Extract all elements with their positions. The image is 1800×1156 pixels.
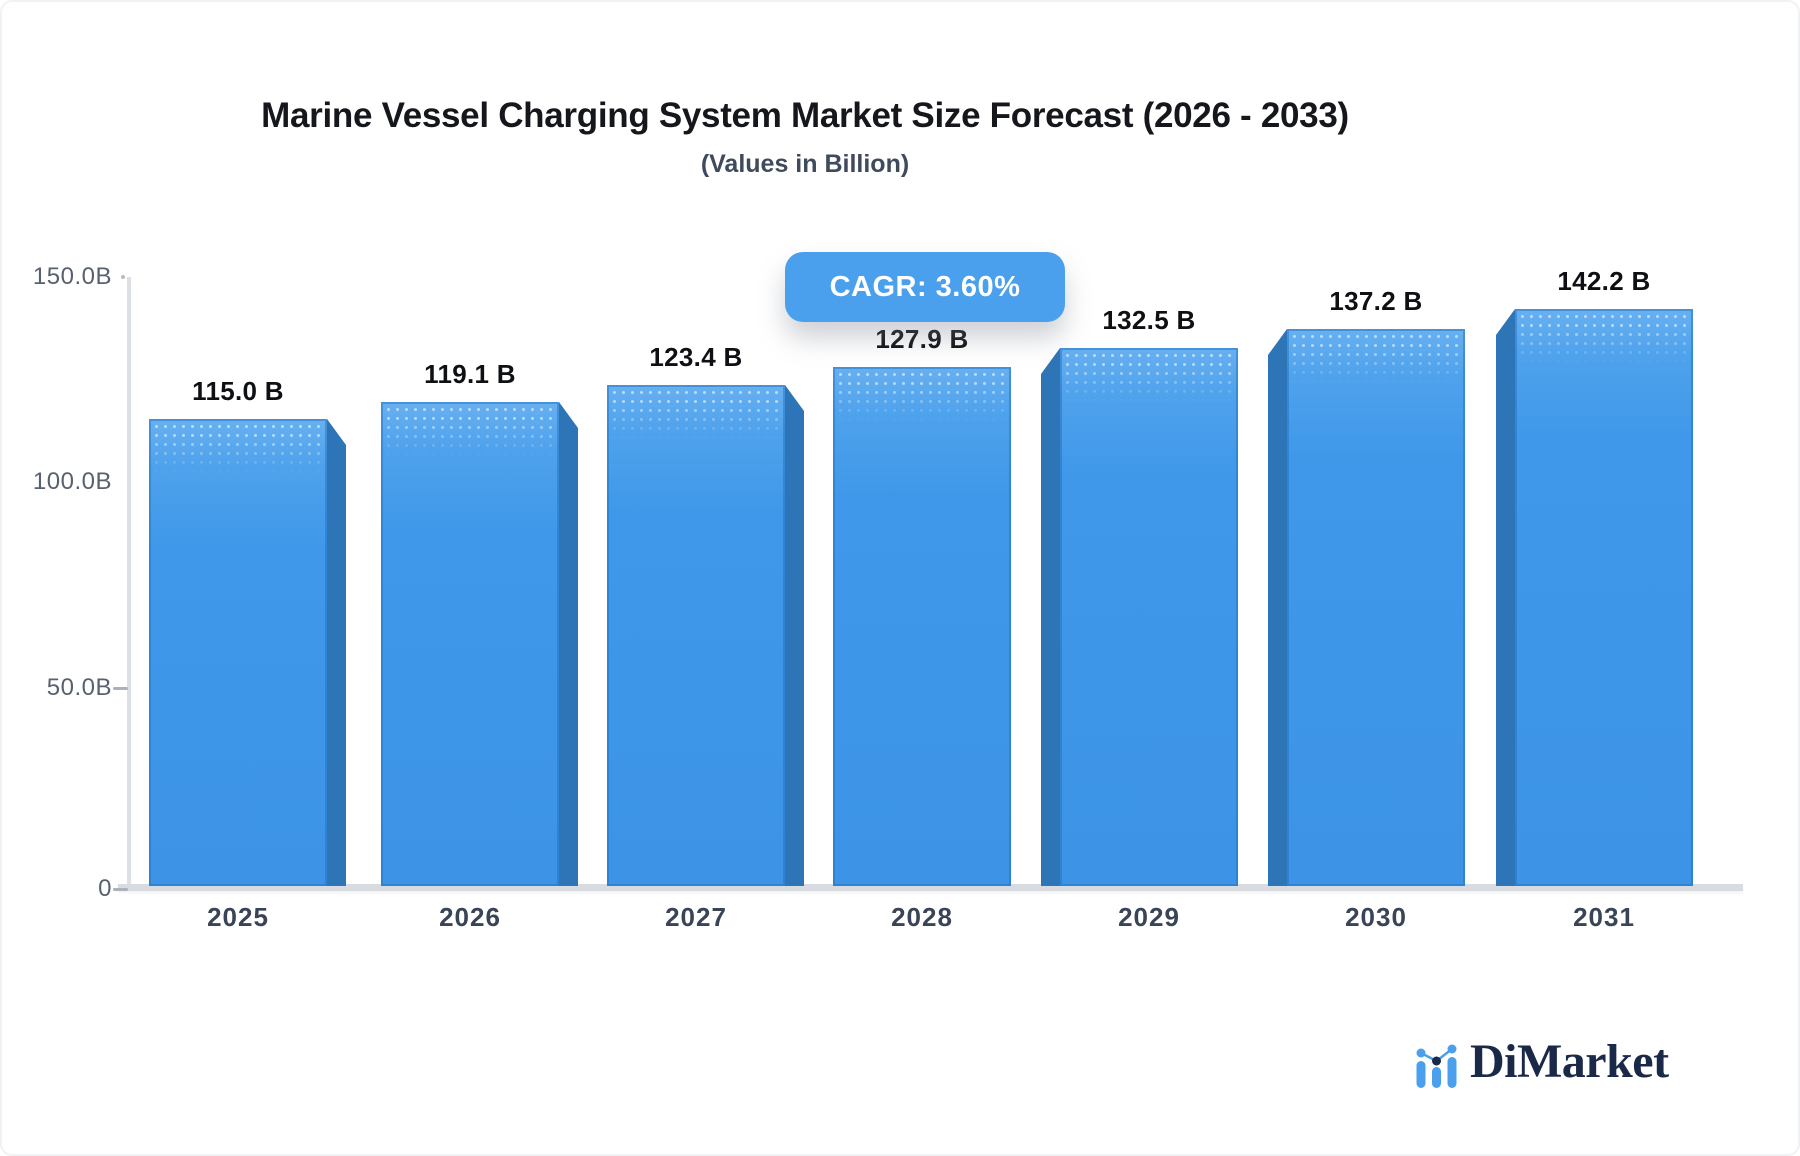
bar-value-label: 127.9 B <box>875 324 969 354</box>
bar-side <box>1268 329 1287 886</box>
bar-2028 <box>833 367 1011 886</box>
bar-value-label: 137.2 B <box>1329 286 1423 316</box>
x-axis-label: 2029 <box>1118 902 1180 932</box>
y-axis-label: 100.0B <box>32 468 112 495</box>
bar-texture <box>610 388 782 440</box>
bar-side <box>785 385 804 886</box>
tick-mark <box>113 888 128 891</box>
tick-mark <box>121 275 125 279</box>
x-axis-label: 2026 <box>439 902 501 932</box>
x-axis-label: 2025 <box>207 902 269 932</box>
bar-2027 <box>607 385 785 886</box>
bar-chart-trend-icon <box>1416 1044 1457 1088</box>
bar-2029 <box>1060 348 1238 886</box>
cagr-badge: CAGR: 3.60% <box>785 252 1065 322</box>
bar-2031 <box>1515 309 1693 886</box>
y-axis-label: 50.0B <box>46 674 112 701</box>
bar-texture <box>384 405 556 457</box>
x-axis-label: 2030 <box>1345 902 1407 932</box>
x-axis-line <box>118 884 1743 891</box>
chart-subtitle: (Values in Billion) <box>700 150 910 178</box>
bar-value-label: 142.2 B <box>1557 266 1651 296</box>
tick-mark <box>113 687 128 690</box>
bar-2026 <box>381 402 559 886</box>
bar-side <box>1041 348 1060 886</box>
bar-2030 <box>1287 329 1465 886</box>
bar-texture <box>1290 332 1462 384</box>
bar-value-label: 132.5 B <box>1102 305 1196 335</box>
bar-2025 <box>149 419 327 886</box>
cagr-badge-label: CAGR: 3.60% <box>829 270 1021 303</box>
bar-value-label: 115.0 B <box>192 376 284 406</box>
bar-value-label: 119.1 B <box>424 359 516 389</box>
bar-texture <box>1063 351 1235 403</box>
dimarket-logo-text: DiMarket <box>1470 1035 1669 1088</box>
bar-value-label: 123.4 B <box>649 342 743 372</box>
x-axis-label: 2031 <box>1573 902 1635 932</box>
y-axis-label: 0 <box>98 875 112 902</box>
y-axis-label: 150.0B <box>32 263 112 290</box>
bar-texture <box>152 422 324 474</box>
x-axis-label: 2028 <box>891 902 953 932</box>
chart-title: Marine Vessel Charging System Market Siz… <box>261 96 1349 135</box>
bar-side <box>1496 309 1515 886</box>
bar-side <box>559 402 578 886</box>
bar-side <box>327 419 346 886</box>
bar-texture <box>1518 312 1690 364</box>
x-axis-label: 2027 <box>665 902 727 932</box>
y-axis-line <box>127 277 131 888</box>
dimarket-logo: DiMarket <box>1414 1034 1669 1090</box>
bar-texture <box>836 370 1008 422</box>
